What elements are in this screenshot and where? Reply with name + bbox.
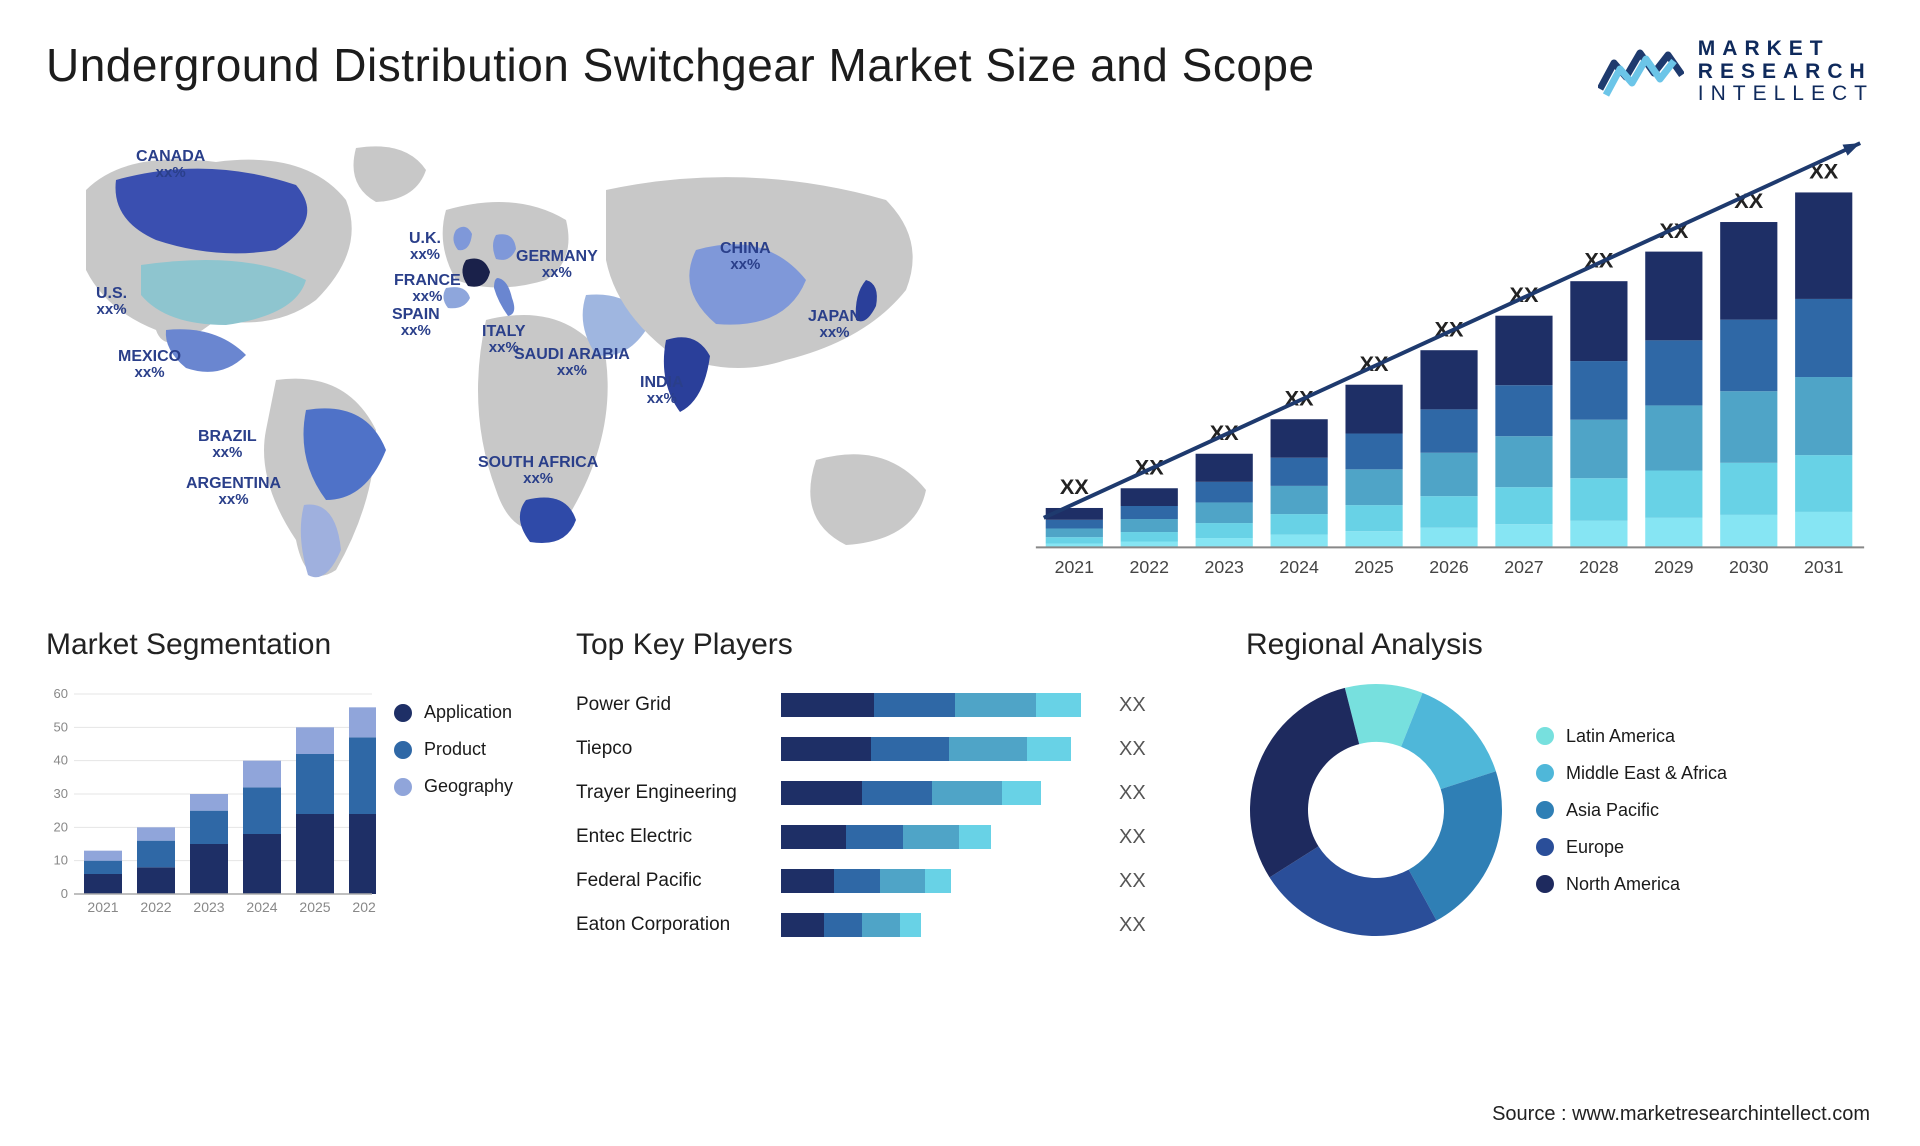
segmentation-chart-svg: 0 10 20 30 40 50 60 2021 2022 2023 2024 2025 2026 [46,680,376,928]
svg-text:2027: 2027 [1504,557,1543,577]
player-name: Tiepco [576,738,781,760]
map-label-uk: U.K.xx% [409,230,441,263]
svg-text:50: 50 [54,719,68,734]
player-name: Federal Pacific [576,870,781,892]
svg-text:2026: 2026 [352,899,376,915]
logo-icon [1598,43,1684,101]
regional-block: Regional Analysis Latin America Middle Ea… [1246,628,1874,928]
map-label-brazil: BRAZILxx% [198,428,257,461]
player-value: XX [1119,914,1146,937]
player-name: Eaton Corporation [576,914,781,936]
lower-row: Market Segmentation 0 10 20 30 40 50 60 2021 20… [46,628,1874,928]
map-label-canada: CANADAxx% [136,148,205,181]
map-label-saudi: SAUDI ARABIAxx% [514,346,630,379]
svg-text:2024: 2024 [1279,557,1319,577]
region-legend-item: Middle East & Africa [1536,763,1727,784]
map-label-japan: JAPANxx% [808,308,861,341]
player-row: Eaton Corporation XX [576,906,1216,944]
map-label-germany: GERMANYxx% [516,248,598,281]
player-value: XX [1119,870,1146,893]
growth-chart: 2021XX2022XX2023XX2024XX2025XX2026XX2027… [1026,130,1874,600]
segmentation-block: Market Segmentation 0 10 20 30 40 50 60 2021 20… [46,628,546,928]
world-map: CANADAxx% U.S.xx% MEXICOxx% BRAZILxx% ARGENT… [46,130,986,600]
map-label-spain: SPAINxx% [392,306,440,339]
svg-text:2029: 2029 [1654,557,1694,577]
segmentation-legend-item: Product [394,739,513,760]
page-title: Underground Distribution Switchgear Mark… [46,38,1315,92]
segmentation-legend-item: Application [394,702,513,723]
source-text: Source : www.marketresearchintellect.com [1492,1103,1870,1126]
svg-text:2023: 2023 [1204,557,1244,577]
regional-title: Regional Analysis [1246,628,1874,662]
logo-text-1: MARKET [1698,38,1874,61]
map-label-southafrica: SOUTH AFRICAxx% [478,454,598,487]
svg-text:2026: 2026 [1429,557,1469,577]
upper-row: CANADAxx% U.S.xx% MEXICOxx% BRAZILxx% ARGENT… [46,130,1874,600]
regional-legend: Latin America Middle East & Africa Asia Pa… [1536,726,1727,895]
svg-text:XX: XX [1060,474,1089,499]
svg-text:2031: 2031 [1804,557,1843,577]
svg-text:2021: 2021 [1055,557,1094,577]
header: Underground Distribution Switchgear Mark… [46,38,1874,106]
player-value: XX [1119,738,1146,761]
region-legend-item: Europe [1536,837,1727,858]
svg-text:10: 10 [54,853,68,868]
map-label-mexico: MEXICOxx% [118,348,181,381]
segmentation-title: Market Segmentation [46,628,546,662]
svg-text:2030: 2030 [1729,557,1769,577]
player-value: XX [1119,782,1146,805]
svg-text:30: 30 [54,786,68,801]
svg-text:2025: 2025 [299,899,330,915]
player-name: Trayer Engineering [576,782,781,804]
player-row: Federal Pacific XX [576,862,1216,900]
region-legend-item: Asia Pacific [1536,800,1727,821]
svg-text:0: 0 [61,886,68,901]
logo-text-2: RESEARCH [1698,61,1874,84]
brand-logo: MARKET RESEARCH INTELLECT [1598,38,1874,106]
region-legend-item: North America [1536,874,1727,895]
svg-text:2021: 2021 [87,899,118,915]
segmentation-legend: Application Product Geography [394,680,513,928]
svg-text:2028: 2028 [1579,557,1619,577]
player-row: Entec Electric XX [576,818,1216,856]
map-label-india: INDIAxx% [640,374,684,407]
player-row: Power Grid XX [576,686,1216,724]
segmentation-legend-item: Geography [394,776,513,797]
map-label-china: CHINAxx% [720,240,771,273]
svg-text:2023: 2023 [193,899,224,915]
player-value: XX [1119,694,1146,717]
growth-chart-svg: 2021XX2022XX2023XX2024XX2025XX2026XX2027… [1026,130,1874,600]
svg-text:20: 20 [54,819,68,834]
svg-text:60: 60 [54,686,68,701]
players-body: Power Grid XX Tiepco XX Trayer Engineering XX… [576,680,1216,944]
player-value: XX [1119,826,1146,849]
svg-text:2025: 2025 [1354,557,1394,577]
player-row: Tiepco XX [576,730,1216,768]
svg-text:2022: 2022 [140,899,171,915]
logo-text-3: INTELLECT [1698,83,1874,106]
player-row: Trayer Engineering XX [576,774,1216,812]
svg-text:2024: 2024 [246,899,277,915]
player-name: Power Grid [576,694,781,716]
players-title: Top Key Players [576,628,1216,662]
map-label-france: FRANCExx% [394,272,461,305]
region-legend-item: Latin America [1536,726,1727,747]
regional-donut-svg [1246,680,1506,940]
player-name: Entec Electric [576,826,781,848]
svg-text:2022: 2022 [1130,557,1169,577]
players-block: Top Key Players Power GridXXTiepcoXXTray… [576,628,1216,928]
svg-text:40: 40 [54,753,68,768]
map-label-us: U.S.xx% [96,285,127,318]
map-label-argentina: ARGENTINAxx% [186,475,281,508]
